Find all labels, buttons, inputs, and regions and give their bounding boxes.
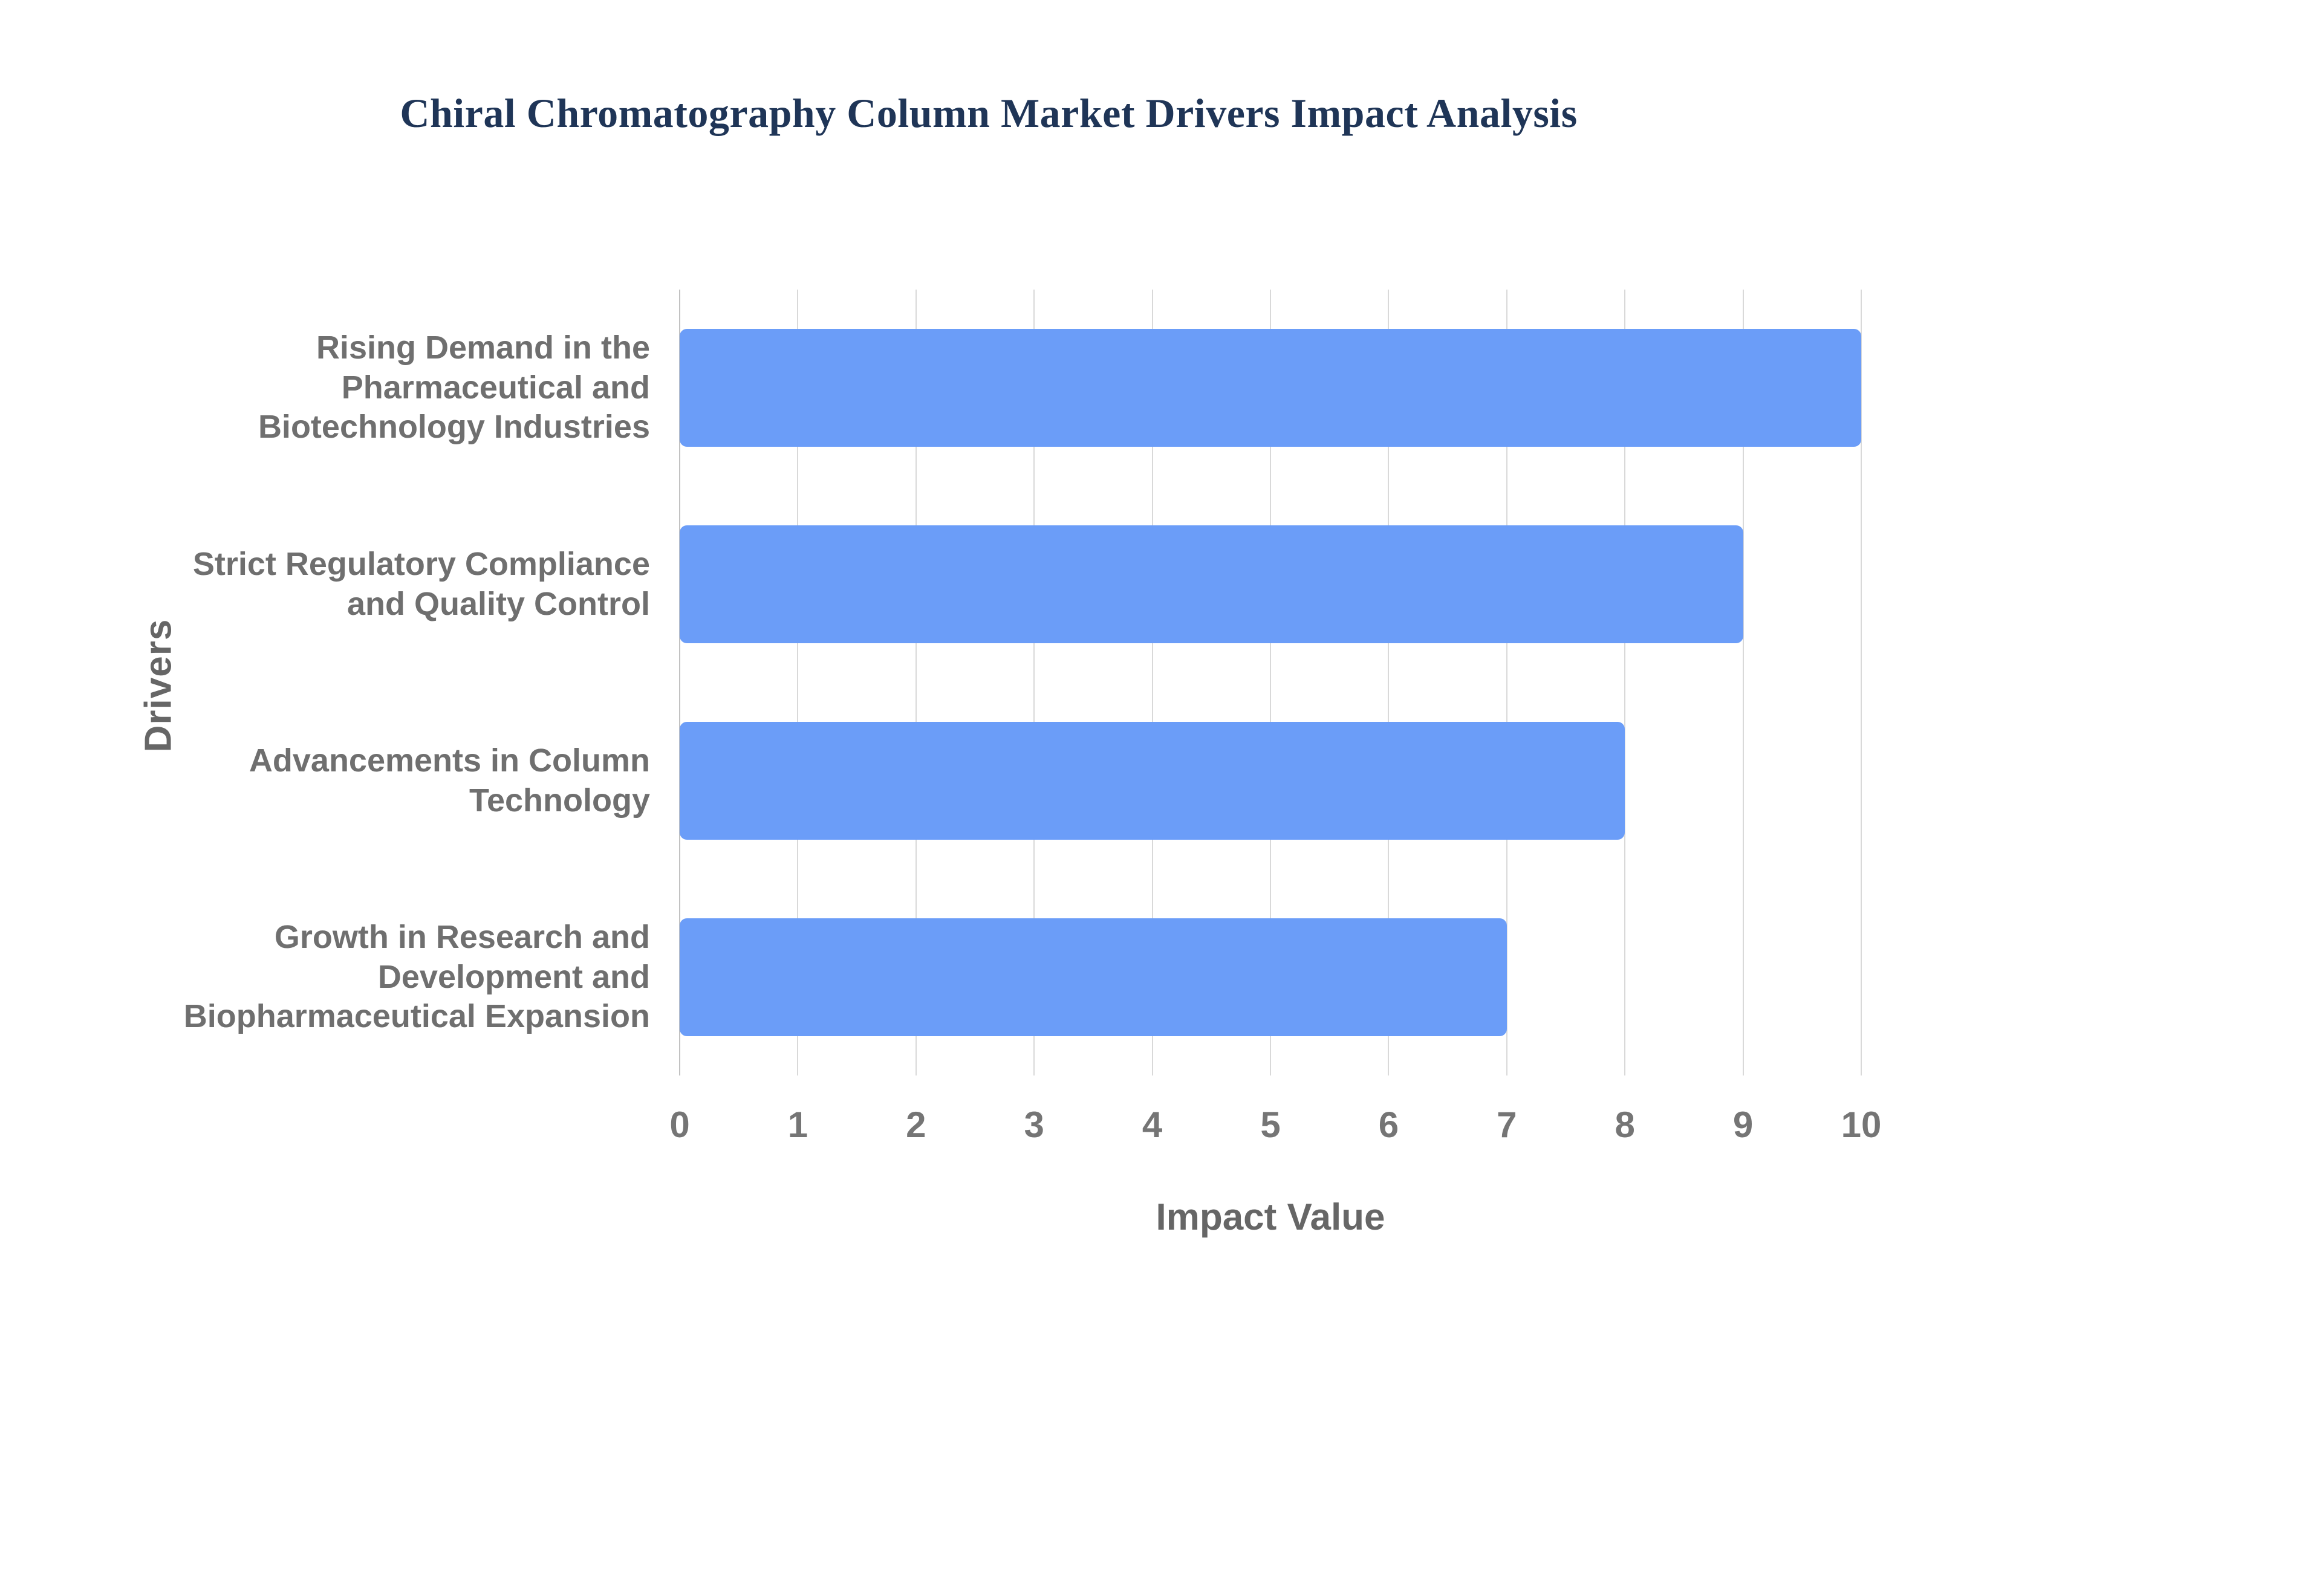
gridline (1033, 290, 1035, 1075)
bars (680, 290, 1861, 1075)
gridline (915, 290, 917, 1075)
gridline (1742, 290, 1744, 1075)
x-tick-label: 9 (1732, 1105, 1754, 1145)
gridline (1624, 290, 1626, 1075)
chart-title: Chiral Chromatography Column Market Driv… (400, 90, 1578, 136)
gridlines (679, 290, 1862, 1075)
category-label: Rising Demand in the Pharmaceutical and … (154, 290, 650, 486)
x-tick-label: 1 (787, 1105, 808, 1145)
x-axis-title: Impact Value (1156, 1196, 1385, 1238)
category-label-text: Rising Demand in the Pharmaceutical and … (258, 329, 650, 446)
category-label: Strict Regulatory Compliance and Quality… (154, 486, 650, 683)
bar (680, 525, 1743, 643)
gridline (1506, 290, 1507, 1075)
gridline (797, 290, 799, 1075)
category-label: Advancements in Column Technology (154, 683, 650, 879)
y-axis-line (679, 290, 680, 1075)
plot-area (679, 290, 1862, 1075)
x-tick-label: 2 (906, 1105, 926, 1145)
x-tick-label: 10 (1841, 1105, 1882, 1145)
category-label-text: Growth in Research and Development and B… (183, 918, 650, 1035)
chart-title-wrap: Chiral Chromatography Column Market Driv… (0, 89, 1977, 137)
category-label-text: Advancements in Column Technology (249, 742, 650, 819)
y-axis-title: Drivers (137, 618, 180, 753)
gridline (1861, 290, 1862, 1075)
category-label: Growth in Research and Development and B… (154, 879, 650, 1075)
y-axis-category-labels: Rising Demand in the Pharmaceutical and … (154, 290, 650, 1075)
x-tick-label: 8 (1615, 1105, 1635, 1145)
bar (680, 329, 1861, 447)
gridline (1388, 290, 1390, 1075)
x-axis-ticks: 0 1 2 3 4 5 6 7 8 9 10 (669, 1104, 1881, 1152)
x-tick-label: 0 (669, 1105, 690, 1145)
bar (680, 918, 1507, 1036)
x-tick-label: 5 (1260, 1105, 1281, 1145)
x-tick-label: 3 (1024, 1105, 1044, 1145)
x-tick-label: 6 (1378, 1105, 1399, 1145)
category-label-text: Strict Regulatory Compliance and Quality… (192, 545, 650, 622)
x-tick-label: 4 (1142, 1105, 1163, 1145)
bar (680, 722, 1625, 840)
x-tick-label: 7 (1497, 1105, 1517, 1145)
gridline (1151, 290, 1153, 1075)
gridline (1270, 290, 1271, 1075)
